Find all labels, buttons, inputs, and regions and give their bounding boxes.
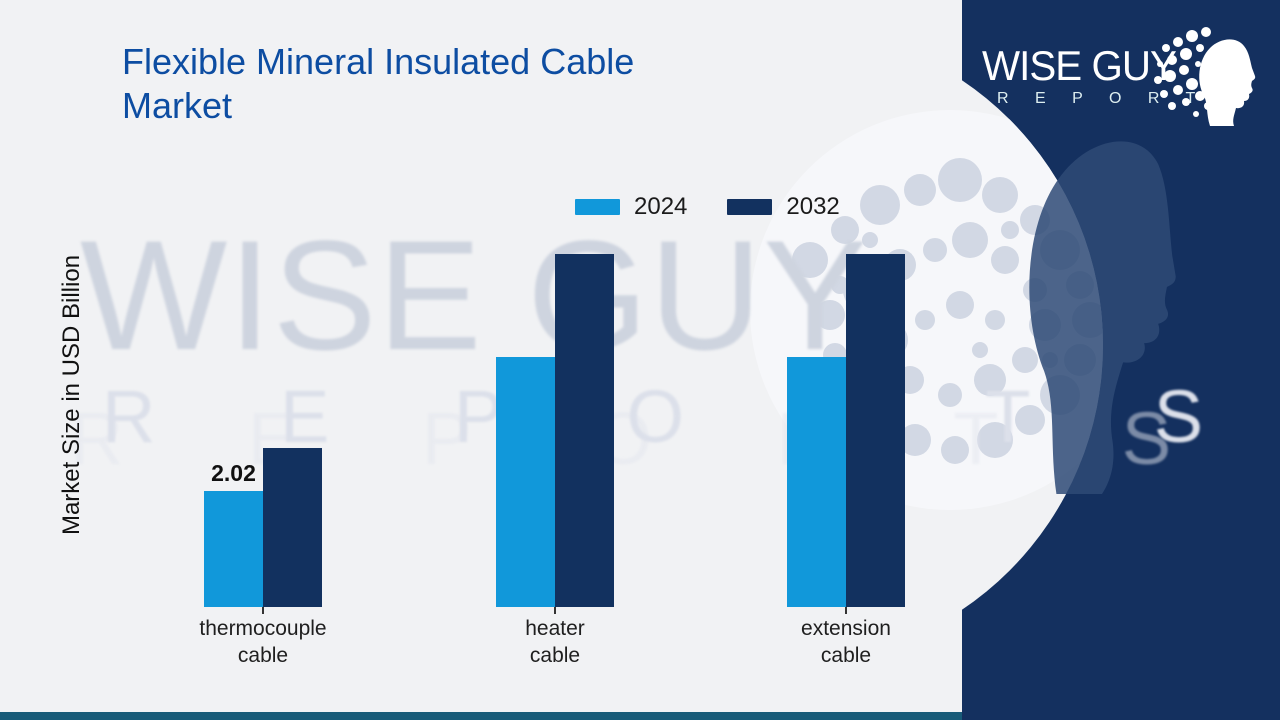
bar-2032-extension-cable xyxy=(846,254,905,607)
category-label: thermocouple cable xyxy=(199,617,327,668)
legend-swatch-2024 xyxy=(575,199,620,215)
legend-label-2032: 2032 xyxy=(786,193,840,220)
bar-value-label: 2.02 xyxy=(211,460,256,486)
legend-label-2024: 2024 xyxy=(634,193,688,220)
bar-2032-thermocouple-cable xyxy=(263,448,322,607)
logo-head-icon xyxy=(1154,27,1256,126)
bar-2024-extension-cable xyxy=(787,357,846,607)
legend-swatch-2032 xyxy=(727,199,773,215)
footer-accent-bar xyxy=(0,712,962,720)
category-label: extension cable xyxy=(801,617,891,668)
bar-2024-thermocouple-cable xyxy=(204,491,263,607)
logo-wordmark: WISE GUY xyxy=(982,42,1177,89)
page-title: Flexible Mineral Insulated Cable Market xyxy=(122,41,635,126)
chart-legend: 2024 2032 xyxy=(575,193,840,220)
bar-2024-heater-cable xyxy=(496,357,555,607)
x-axis-tick xyxy=(554,607,556,614)
x-axis-tick xyxy=(262,607,264,614)
category-label: heater cable xyxy=(525,617,585,668)
x-axis-tick xyxy=(845,607,847,614)
bar-2032-heater-cable xyxy=(555,254,614,607)
y-axis-label: Market Size in USD Billion xyxy=(58,254,85,536)
